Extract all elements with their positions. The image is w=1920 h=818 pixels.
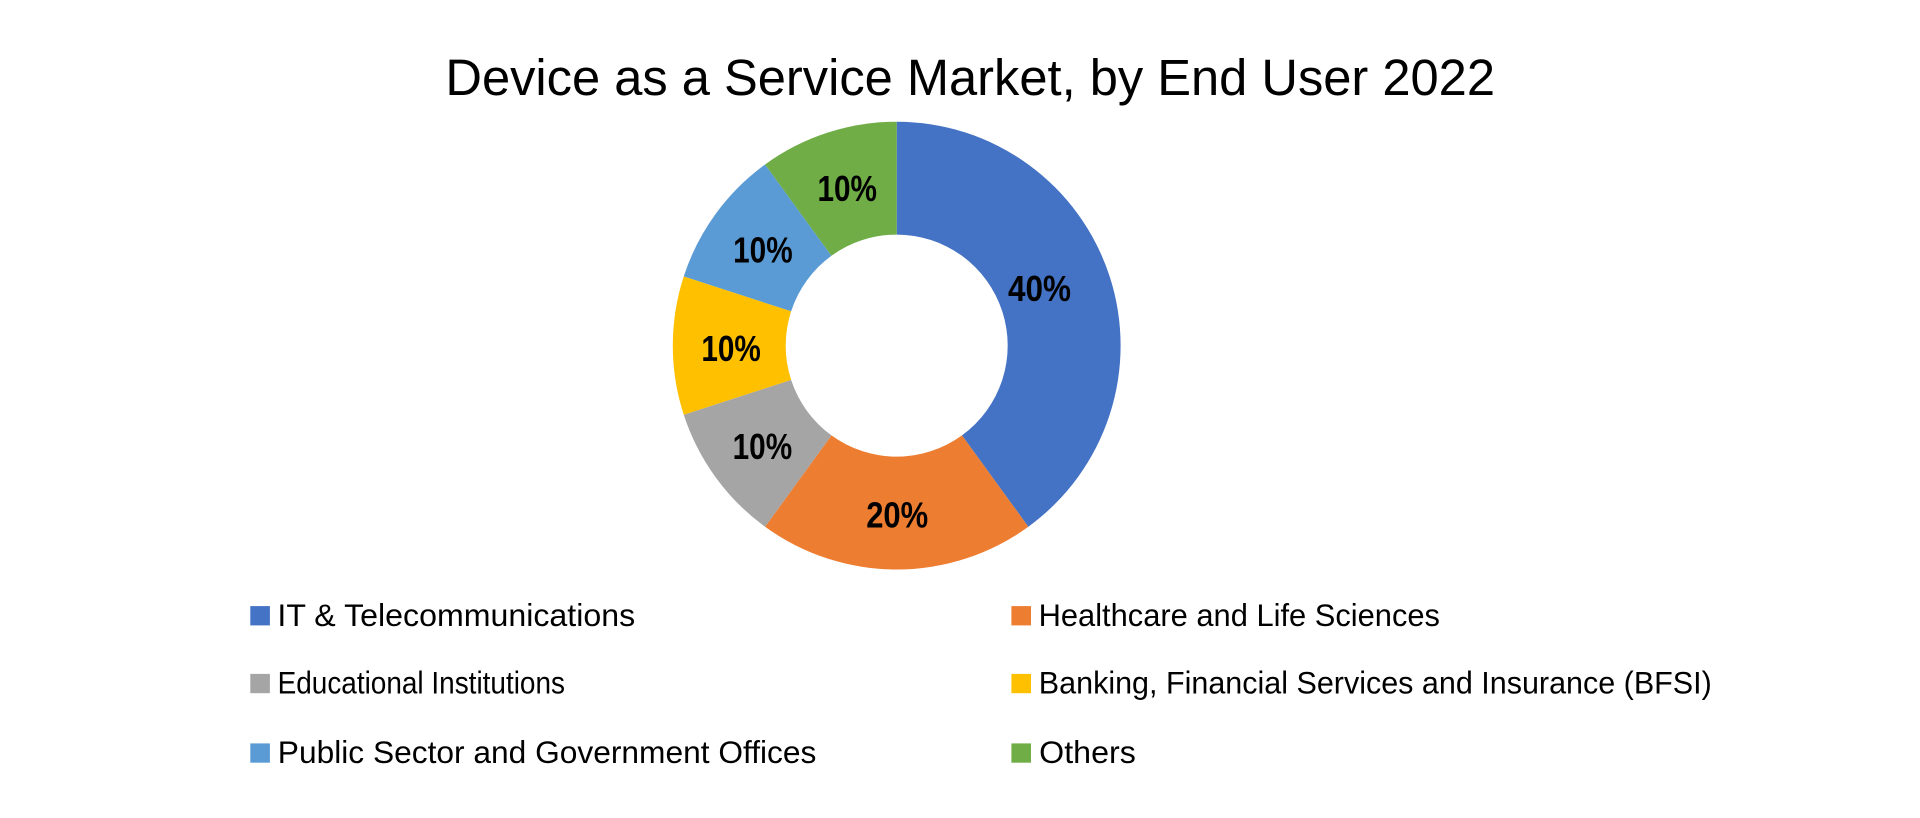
svg-text:10%: 10%	[701, 328, 761, 369]
svg-text:10%: 10%	[733, 426, 793, 467]
svg-text:10%: 10%	[733, 230, 793, 271]
svg-text:Banking, Financial Services an: Banking, Financial Services and Insuranc…	[1039, 666, 1712, 701]
svg-text:Others: Others	[1039, 735, 1136, 770]
svg-text:40%: 40%	[1008, 268, 1071, 309]
svg-text:20%: 20%	[866, 495, 928, 536]
svg-text:IT & Telecommunications: IT & Telecommunications	[277, 598, 635, 633]
svg-text:Healthcare and Life Sciences: Healthcare and Life Sciences	[1039, 598, 1440, 633]
svg-text:Educational Institutions: Educational Institutions	[278, 666, 565, 701]
svg-text:Device as a Service Market, by: Device as a Service Market, by End User …	[445, 48, 1495, 106]
svg-text:Public Sector and Government O: Public Sector and Government Offices	[278, 735, 817, 770]
svg-text:10%: 10%	[817, 168, 877, 209]
